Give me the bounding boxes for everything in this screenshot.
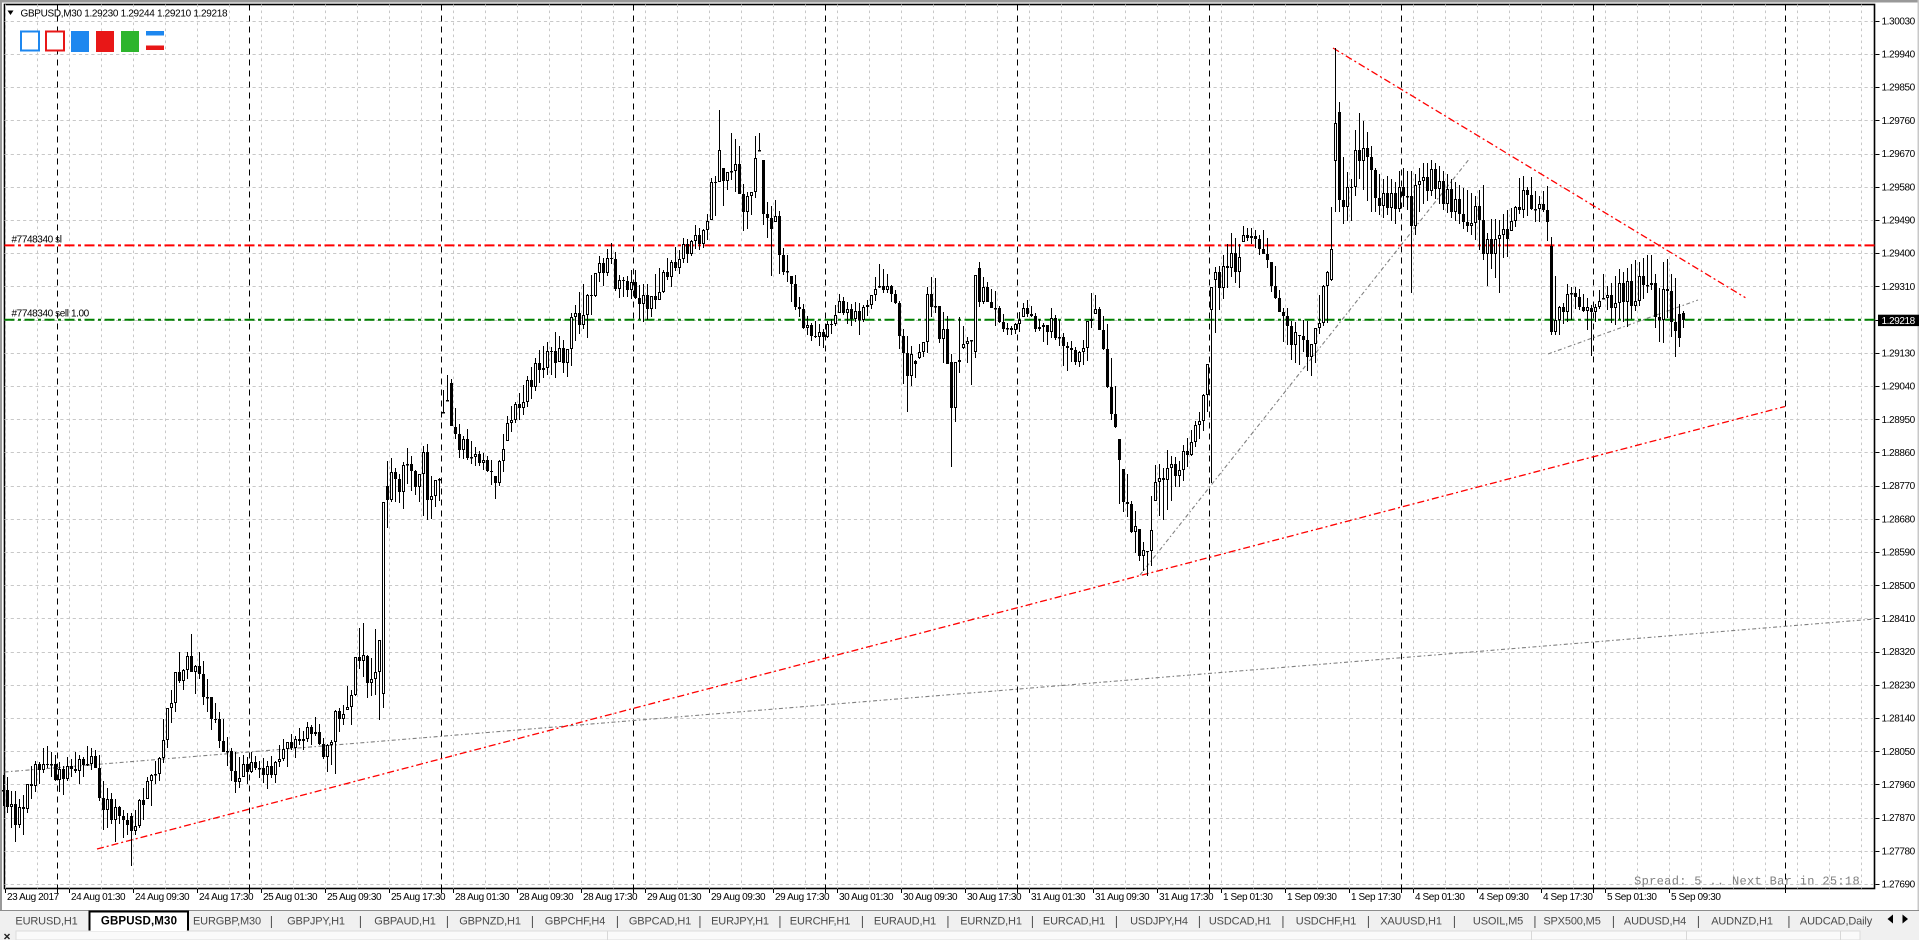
svg-text:|: |: [1281, 914, 1284, 929]
svg-text:1.28050: 1.28050: [1882, 747, 1916, 758]
svg-text:|: |: [616, 914, 619, 929]
svg-text:EURGBP,M30: EURGBP,M30: [193, 916, 261, 928]
svg-text:AUDNZD,H1: AUDNZD,H1: [1711, 916, 1773, 928]
svg-text:EURCHF,H1: EURCHF,H1: [790, 916, 850, 928]
svg-text:|: |: [946, 914, 949, 929]
svg-text:AUDUSD,H4: AUDUSD,H4: [1624, 916, 1686, 928]
svg-text:|: |: [1115, 914, 1118, 929]
svg-text:30 Aug 09:30: 30 Aug 09:30: [903, 892, 958, 903]
svg-text:|: |: [1787, 914, 1790, 929]
svg-text:1 Sep 01:30: 1 Sep 01:30: [1223, 892, 1273, 903]
svg-text:1.28230: 1.28230: [1882, 680, 1916, 691]
svg-text:|: |: [1453, 914, 1456, 929]
svg-text:1.27690: 1.27690: [1882, 880, 1916, 891]
svg-text:|: |: [698, 914, 701, 929]
svg-text:31 Aug 17:30: 31 Aug 17:30: [1159, 892, 1214, 903]
svg-text:31 Aug 09:30: 31 Aug 09:30: [1095, 892, 1150, 903]
svg-text:1.29580: 1.29580: [1882, 182, 1916, 193]
svg-text:|: |: [1612, 914, 1615, 929]
svg-text:|: |: [1533, 914, 1536, 929]
svg-text:#7748340 sell 1.00: #7748340 sell 1.00: [12, 309, 90, 320]
svg-text:1.28140: 1.28140: [1882, 714, 1916, 725]
svg-text:|: |: [1697, 914, 1700, 929]
svg-text:24 Aug 09:30: 24 Aug 09:30: [135, 892, 190, 903]
svg-text:1.29218: 1.29218: [1882, 316, 1916, 327]
svg-text:23 Aug 2017: 23 Aug 2017: [7, 892, 60, 903]
svg-text:1.28320: 1.28320: [1882, 647, 1916, 658]
svg-text:1.29310: 1.29310: [1882, 282, 1916, 293]
svg-text:EURAUD,H1: EURAUD,H1: [874, 916, 936, 928]
svg-text:1.29670: 1.29670: [1882, 149, 1916, 160]
svg-text:GBPAUD,H1: GBPAUD,H1: [374, 916, 435, 928]
svg-text:1.27780: 1.27780: [1882, 846, 1916, 857]
svg-text:USDCHF,H1: USDCHF,H1: [1296, 916, 1356, 928]
svg-text:5 Sep 01:30: 5 Sep 01:30: [1607, 892, 1657, 903]
svg-text:29 Aug 17:30: 29 Aug 17:30: [775, 892, 830, 903]
svg-text:GBPCAD,H1: GBPCAD,H1: [629, 916, 691, 928]
svg-text:25 Aug 17:30: 25 Aug 17:30: [391, 892, 446, 903]
svg-text:24 Aug 01:30: 24 Aug 01:30: [71, 892, 126, 903]
svg-text:EURUSD,H1: EURUSD,H1: [15, 916, 77, 928]
svg-text:1.29040: 1.29040: [1882, 382, 1916, 393]
svg-text:|: |: [531, 914, 534, 929]
svg-text:|: |: [778, 914, 781, 929]
svg-text:24 Aug 17:30: 24 Aug 17:30: [199, 892, 254, 903]
svg-text:25 Aug 01:30: 25 Aug 01:30: [263, 892, 318, 903]
svg-text:1.29130: 1.29130: [1882, 348, 1916, 359]
svg-text:1.27960: 1.27960: [1882, 780, 1916, 791]
svg-text:4 Sep 01:30: 4 Sep 01:30: [1415, 892, 1465, 903]
svg-text:1.28950: 1.28950: [1882, 415, 1916, 426]
svg-text:1.28500: 1.28500: [1882, 581, 1916, 592]
svg-text:1 Sep 17:30: 1 Sep 17:30: [1351, 892, 1401, 903]
svg-text:1.29940: 1.29940: [1882, 50, 1916, 61]
svg-text:1.27870: 1.27870: [1882, 813, 1916, 824]
svg-text:|: |: [359, 914, 362, 929]
svg-text:29 Aug 01:30: 29 Aug 01:30: [647, 892, 702, 903]
svg-text:28 Aug 09:30: 28 Aug 09:30: [519, 892, 574, 903]
svg-text:|: |: [861, 914, 864, 929]
svg-text:EURNZD,H1: EURNZD,H1: [960, 916, 1022, 928]
svg-text:XAUUSD,H1: XAUUSD,H1: [1380, 916, 1442, 928]
svg-text:1.29490: 1.29490: [1882, 216, 1916, 227]
svg-text:1.28590: 1.28590: [1882, 548, 1916, 559]
svg-text:GBPCHF,H4: GBPCHF,H4: [545, 916, 605, 928]
svg-text:EURCAD,H1: EURCAD,H1: [1043, 916, 1105, 928]
svg-text:#7748340 sl: #7748340 sl: [12, 235, 62, 246]
svg-text:|: |: [1031, 914, 1034, 929]
svg-text:Spread: 5 .. Next Bar in 25:18: Spread: 5 .. Next Bar in 25:18: [1634, 875, 1860, 889]
svg-text:USOIL,M5: USOIL,M5: [1473, 916, 1523, 928]
svg-text:EURJPY,H1: EURJPY,H1: [711, 916, 769, 928]
svg-text:30 Aug 01:30: 30 Aug 01:30: [839, 892, 894, 903]
svg-text:|: |: [1367, 914, 1370, 929]
svg-text:1.28410: 1.28410: [1882, 614, 1916, 625]
svg-text:4 Sep 09:30: 4 Sep 09:30: [1479, 892, 1529, 903]
svg-text:29 Aug 09:30: 29 Aug 09:30: [711, 892, 766, 903]
svg-text:1.30030: 1.30030: [1882, 16, 1916, 27]
svg-text:28 Aug 17:30: 28 Aug 17:30: [583, 892, 638, 903]
svg-text:GBPNZD,H1: GBPNZD,H1: [459, 916, 521, 928]
svg-text:1.28680: 1.28680: [1882, 514, 1916, 525]
svg-text:USDCAD,H1: USDCAD,H1: [1209, 916, 1271, 928]
svg-text:USDJPY,H4: USDJPY,H4: [1130, 916, 1188, 928]
svg-text:|: |: [270, 914, 273, 929]
svg-text:28 Aug 01:30: 28 Aug 01:30: [455, 892, 510, 903]
svg-text:GBPUSD,M30: GBPUSD,M30: [101, 916, 177, 928]
svg-text:1.28770: 1.28770: [1882, 481, 1916, 492]
svg-text:AUDCAD,Daily: AUDCAD,Daily: [1800, 916, 1873, 928]
svg-text:|: |: [1198, 914, 1201, 929]
svg-text:1.29400: 1.29400: [1882, 249, 1916, 260]
svg-text:31 Aug 01:30: 31 Aug 01:30: [1031, 892, 1086, 903]
svg-text:1.28860: 1.28860: [1882, 448, 1916, 459]
svg-text:1.29850: 1.29850: [1882, 83, 1916, 94]
svg-text:4 Sep 17:30: 4 Sep 17:30: [1543, 892, 1593, 903]
svg-text:25 Aug 09:30: 25 Aug 09:30: [327, 892, 382, 903]
svg-text:|: |: [446, 914, 449, 929]
svg-text:1 Sep 09:30: 1 Sep 09:30: [1287, 892, 1337, 903]
svg-text:1.29760: 1.29760: [1882, 116, 1916, 127]
svg-text:5 Sep 09:30: 5 Sep 09:30: [1671, 892, 1721, 903]
svg-text:GBPUSD,M30 1.29230 1.29244 1.: GBPUSD,M30 1.29230 1.29244 1.29210 1.292…: [21, 9, 228, 20]
svg-text:GBPJPY,H1: GBPJPY,H1: [287, 916, 345, 928]
svg-text:30 Aug 17:30: 30 Aug 17:30: [967, 892, 1022, 903]
svg-text:SPX500,M5: SPX500,M5: [1543, 916, 1600, 928]
